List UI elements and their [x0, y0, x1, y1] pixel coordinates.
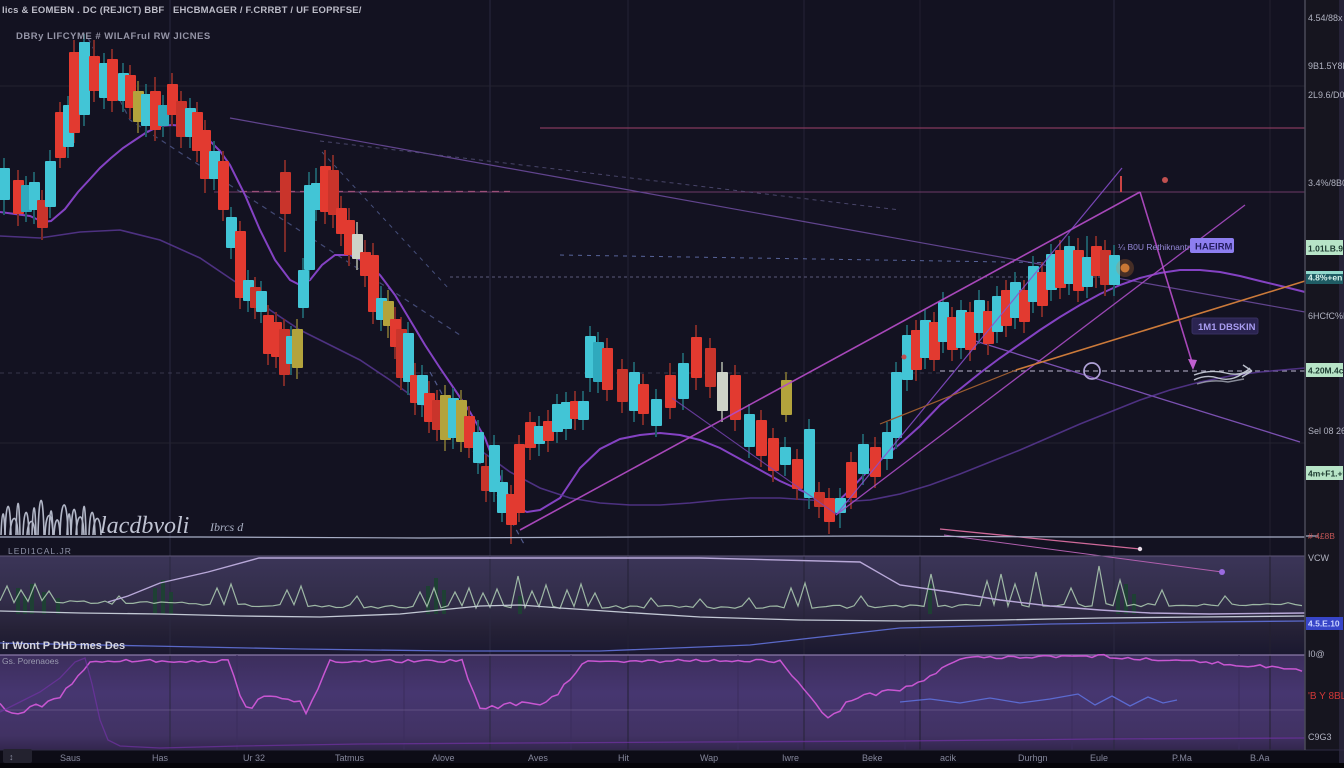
svg-text:VCW: VCW [1308, 553, 1330, 563]
svg-text:P.Ma: P.Ma [1172, 753, 1192, 763]
svg-text:# 4£8B: # 4£8B [1308, 531, 1335, 541]
svg-text:4.20M.4c: 4.20M.4c [1308, 366, 1344, 376]
svg-text:Has: Has [152, 753, 169, 763]
svg-text:¼ B0U Rethiknantr: ¼ B0U Rethiknantr [1118, 242, 1190, 252]
svg-text:4.5.E.10: 4.5.E.10 [1308, 619, 1340, 629]
svg-text:Ibrcs d: Ibrcs d [209, 520, 244, 534]
svg-text:C9G3: C9G3 [1308, 732, 1332, 742]
svg-text:Ur 32: Ur 32 [243, 753, 265, 763]
svg-text:Wap: Wap [700, 753, 718, 763]
svg-text:Alove: Alove [432, 753, 455, 763]
svg-text:6HCfC%B6: 6HCfC%B6 [1308, 311, 1344, 321]
svg-text:LEDI1CAL.JR: LEDI1CAL.JR [8, 546, 72, 556]
svg-text:Hit: Hit [618, 753, 629, 763]
svg-text:↕: ↕ [9, 752, 14, 762]
svg-text:4.8%+en: 4.8%+en [1308, 273, 1342, 283]
svg-text:lics & EOMEBN . DC (REJICT) BB: lics & EOMEBN . DC (REJICT) BBF EHCBMAGE… [2, 5, 362, 16]
svg-text:B.Aa: B.Aa [1250, 753, 1270, 763]
svg-text:Aves: Aves [528, 753, 548, 763]
svg-text:Eule: Eule [1090, 753, 1108, 763]
svg-text:4m+F1.+9: 4m+F1.+9 [1308, 469, 1344, 479]
svg-text:Durhgn: Durhgn [1018, 753, 1048, 763]
svg-text:Saus: Saus [60, 753, 81, 763]
svg-text:lacdbvoli: lacdbvoli [100, 513, 189, 539]
svg-text:'B Y 8BL: 'B Y 8BL [1308, 691, 1344, 702]
svg-text:ir Wont P DHD mes Des: ir Wont P DHD mes Des [2, 640, 125, 652]
svg-text:Iwre: Iwre [782, 753, 799, 763]
svg-text:Sel 08 26V: Sel 08 26V [1308, 426, 1344, 436]
svg-text:acik: acik [940, 753, 957, 763]
svg-text:DBRy LIFCYME # WILAFruI RW JIC: DBRy LIFCYME # WILAFruI RW JICNES [16, 31, 211, 42]
svg-text:3.4%/8B0: 3.4%/8B0 [1308, 178, 1344, 188]
svg-text:HAEIRM: HAEIRM [1195, 242, 1233, 253]
svg-text:Tatmus: Tatmus [335, 753, 365, 763]
svg-text:Beke: Beke [862, 753, 883, 763]
svg-text:1.01LB.98: 1.01LB.98 [1308, 244, 1344, 254]
svg-text:Gs. Porenaoes: Gs. Porenaoes [2, 656, 59, 666]
svg-text:2L9.6/D0B: 2L9.6/D0B [1308, 90, 1344, 100]
svg-text:1M1 DBSKIN: 1M1 DBSKIN [1198, 322, 1256, 333]
svg-text:4.54/88x: 4.54/88x [1308, 13, 1343, 23]
svg-text:I0@: I0@ [1308, 649, 1325, 659]
svg-text:9B1.5Y8F: 9B1.5Y8F [1308, 61, 1344, 71]
